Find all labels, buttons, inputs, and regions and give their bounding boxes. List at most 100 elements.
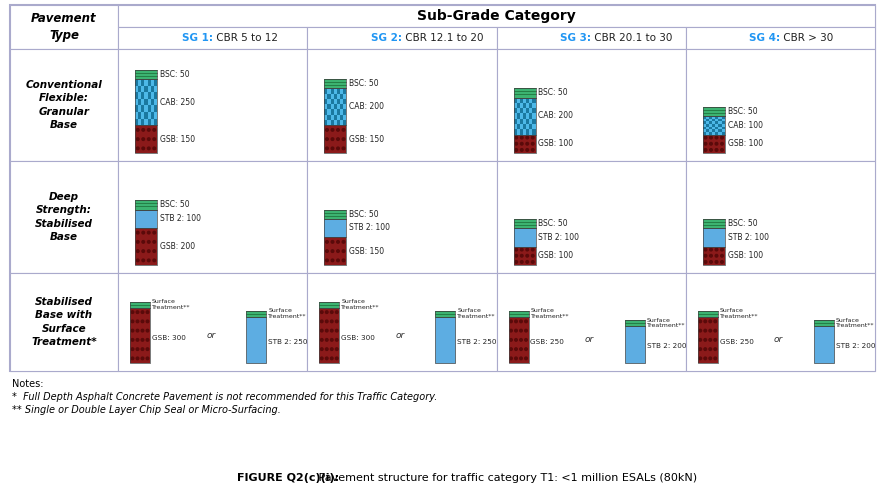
Circle shape — [699, 339, 702, 341]
Circle shape — [331, 241, 334, 243]
Text: GSB: 150: GSB: 150 — [160, 135, 195, 143]
Circle shape — [335, 329, 338, 332]
Bar — [135, 79, 138, 86]
Circle shape — [136, 259, 139, 262]
Text: SG 4:: SG 4: — [750, 33, 781, 43]
Circle shape — [148, 147, 150, 150]
Text: GSB: 150: GSB: 150 — [350, 135, 384, 143]
Bar — [334, 115, 337, 120]
Circle shape — [142, 339, 143, 341]
Circle shape — [699, 329, 702, 332]
Bar — [686, 273, 875, 371]
Circle shape — [532, 261, 534, 263]
Circle shape — [525, 339, 527, 341]
Text: Pavement
Type: Pavement Type — [31, 11, 96, 42]
Circle shape — [699, 320, 702, 323]
Bar — [142, 119, 144, 125]
Text: GSB: 250: GSB: 250 — [530, 339, 565, 345]
Circle shape — [704, 142, 707, 145]
Circle shape — [532, 148, 534, 151]
Bar — [706, 129, 709, 132]
Circle shape — [153, 147, 156, 150]
Bar — [324, 79, 346, 88]
Bar — [154, 106, 157, 112]
Bar — [513, 228, 535, 246]
Text: GSB: 100: GSB: 100 — [538, 139, 573, 148]
Circle shape — [704, 248, 707, 251]
Bar — [709, 121, 712, 124]
Circle shape — [515, 261, 518, 263]
Bar — [509, 317, 528, 363]
Bar — [513, 88, 535, 98]
Circle shape — [710, 261, 712, 263]
Bar — [709, 127, 712, 129]
Text: or: or — [585, 335, 594, 344]
Text: CAB: 200: CAB: 200 — [350, 102, 384, 111]
Bar — [142, 92, 144, 99]
Circle shape — [131, 329, 134, 332]
Circle shape — [526, 254, 528, 257]
Bar — [324, 99, 327, 104]
Bar — [324, 219, 346, 237]
Bar — [513, 228, 535, 246]
Bar — [324, 120, 327, 125]
Bar — [533, 108, 535, 113]
Circle shape — [720, 136, 723, 139]
Bar — [319, 308, 339, 363]
Bar — [10, 5, 118, 49]
Circle shape — [326, 241, 328, 243]
Text: Stabilised
Base with
Surface
Treatment*: Stabilised Base with Surface Treatment* — [31, 297, 96, 347]
Circle shape — [131, 320, 134, 323]
Bar — [625, 320, 644, 326]
Text: or: or — [206, 331, 215, 340]
Bar — [154, 119, 157, 125]
Text: GSB: 300: GSB: 300 — [342, 335, 375, 341]
Bar — [319, 308, 339, 363]
Circle shape — [526, 136, 528, 139]
Circle shape — [148, 231, 150, 234]
Bar — [709, 132, 712, 135]
Circle shape — [710, 148, 712, 151]
Bar — [703, 116, 725, 135]
Text: Surface
Treatment**: Surface Treatment** — [152, 299, 190, 310]
Bar — [706, 124, 709, 127]
Bar — [307, 161, 496, 273]
Bar — [526, 98, 529, 103]
Text: CAB: 250: CAB: 250 — [160, 98, 195, 106]
Circle shape — [342, 129, 345, 131]
Bar — [509, 317, 528, 363]
Circle shape — [336, 259, 339, 262]
Circle shape — [532, 142, 534, 145]
Bar — [814, 320, 834, 326]
Text: Sub-Grade Category: Sub-Grade Category — [417, 9, 576, 23]
Bar — [703, 135, 725, 153]
Circle shape — [335, 339, 338, 341]
Circle shape — [142, 357, 143, 360]
Bar — [118, 273, 307, 371]
Bar — [307, 49, 496, 161]
Bar — [144, 86, 148, 92]
Bar — [517, 103, 519, 108]
Circle shape — [715, 261, 718, 263]
Bar — [715, 127, 719, 129]
Bar — [712, 119, 715, 121]
Bar — [496, 161, 686, 273]
Bar — [148, 106, 150, 112]
Text: STB 2: 200: STB 2: 200 — [836, 343, 875, 350]
Bar — [10, 273, 118, 371]
Text: Surface
Treatment**: Surface Treatment** — [836, 317, 874, 328]
Bar — [706, 119, 709, 121]
Bar — [513, 219, 535, 228]
Bar — [324, 88, 346, 125]
Circle shape — [148, 138, 150, 141]
Circle shape — [142, 259, 144, 262]
Bar — [719, 129, 721, 132]
Text: GSB: 200: GSB: 200 — [160, 242, 195, 251]
Bar — [513, 135, 535, 153]
Bar — [533, 98, 535, 103]
Text: or: or — [773, 335, 783, 344]
Bar — [513, 219, 535, 228]
Text: Conventional
Flexible:
Granular
Base: Conventional Flexible: Granular Base — [26, 80, 103, 130]
Circle shape — [519, 320, 522, 323]
Circle shape — [136, 311, 139, 314]
